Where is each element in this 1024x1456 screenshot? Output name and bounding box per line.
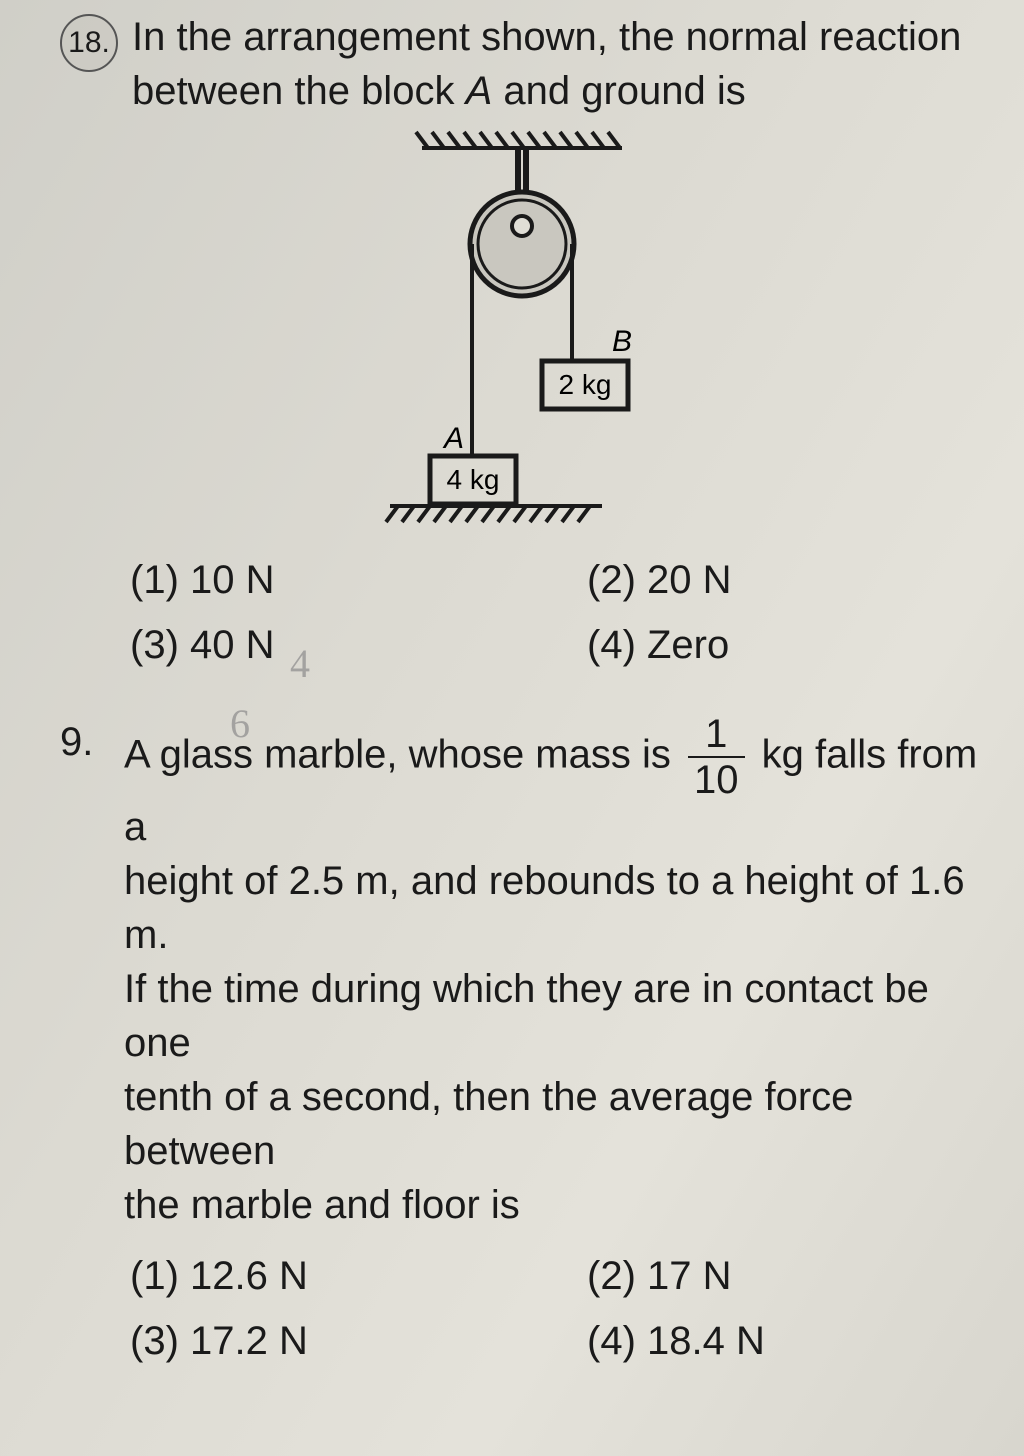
handwriting-mark-1: 4 [290, 640, 310, 687]
q9-line4: tenth of a second, then the average forc… [124, 1075, 853, 1173]
block-b-mass: 2 kg [559, 369, 612, 400]
question-18: 18. In the arrangement shown, the normal… [60, 10, 984, 118]
q9-options: (1) 12.6 N (2) 17 N (3) 17.2 N (4) 18.4 … [60, 1254, 984, 1364]
q9-frac-num: 1 [688, 714, 745, 758]
q18-line2-post: and ground is [492, 69, 746, 113]
q9-option-3: (3) 17.2 N [130, 1319, 527, 1364]
handwriting-mark-2: 6 [230, 700, 250, 747]
q18-options: (1) 10 N (2) 20 N (3) 40 N (4) Zero [60, 558, 984, 668]
q9-line3: If the time during which they are in con… [124, 967, 929, 1065]
q9-fraction: 110 [688, 714, 745, 800]
q9-line5: the marble and floor is [124, 1183, 520, 1227]
q9-option-1: (1) 12.6 N [130, 1254, 527, 1299]
q18-option-4: (4) Zero [587, 623, 984, 668]
q9-option-2: (2) 17 N [587, 1254, 984, 1299]
page: 18. In the arrangement shown, the normal… [0, 0, 1024, 1364]
block-a-label: A [442, 422, 464, 455]
q18-diagram: 2 kg B 4 kg A [60, 126, 984, 546]
block-a-mass: 4 kg [447, 464, 500, 495]
q18-line1: In the arrangement shown, the normal rea… [132, 15, 961, 59]
q18-option-2: (2) 20 N [587, 558, 984, 603]
q9-pre: A glass marble, whose mass is [124, 733, 682, 777]
question-number-9: 9. [60, 720, 110, 765]
block-b-label: B [612, 325, 632, 358]
q9-line2: height of 2.5 m, and rebounds to a heigh… [124, 859, 965, 957]
question-9: 9. A glass marble, whose mass is 110 kg … [60, 714, 984, 1364]
q18-option-1: (1) 10 N [130, 558, 527, 603]
question-9-text: A glass marble, whose mass is 110 kg fal… [124, 714, 984, 1232]
q9-option-4: (4) 18.4 N [587, 1319, 984, 1364]
question-number-18: 18. [60, 14, 118, 72]
q18-var-a: A [466, 69, 493, 113]
q9-frac-den: 10 [688, 758, 745, 800]
q18-line2-pre: between the block [132, 69, 466, 113]
question-18-text: In the arrangement shown, the normal rea… [132, 10, 984, 118]
q18-option-3: (3) 40 N [130, 623, 527, 668]
pulley-diagram: 2 kg B 4 kg A [342, 126, 702, 546]
